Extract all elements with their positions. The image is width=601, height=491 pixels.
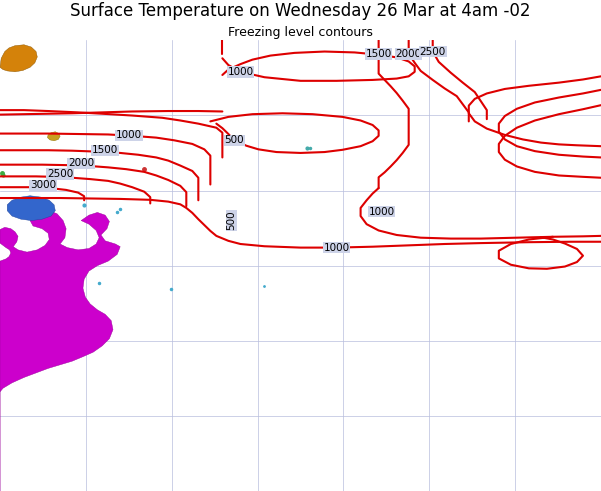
Text: 1500: 1500 [365, 49, 392, 59]
Text: 2500: 2500 [419, 47, 446, 56]
Text: 1000: 1000 [227, 67, 254, 77]
Text: 500: 500 [227, 211, 236, 230]
Polygon shape [47, 132, 60, 141]
Text: 1500: 1500 [92, 145, 118, 155]
Text: 1000: 1000 [323, 243, 350, 252]
Polygon shape [0, 45, 37, 72]
Text: 500: 500 [225, 136, 244, 145]
Text: 1000: 1000 [368, 207, 395, 217]
Text: Surface Temperature on Wednesday 26 Mar at 4am -02: Surface Temperature on Wednesday 26 Mar … [70, 2, 531, 20]
Text: 3000: 3000 [30, 180, 56, 191]
Text: 2000: 2000 [68, 158, 94, 168]
Text: 2500: 2500 [47, 169, 73, 179]
Polygon shape [7, 196, 55, 220]
Polygon shape [0, 211, 120, 491]
Text: Freezing level contours: Freezing level contours [228, 26, 373, 39]
Text: 1000: 1000 [116, 131, 142, 140]
Text: 2000: 2000 [395, 49, 422, 59]
